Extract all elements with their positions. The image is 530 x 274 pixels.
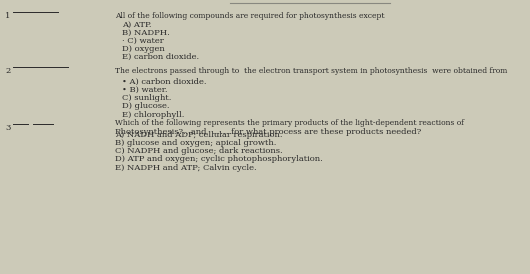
Text: The electrons passed through to  the electron transport system in photosynthesis: The electrons passed through to the elec…: [115, 67, 507, 75]
Text: E) NADPH and ATP; Calvin cycle.: E) NADPH and ATP; Calvin cycle.: [115, 164, 257, 172]
Text: 3: 3: [5, 124, 11, 132]
Text: Which of the following represents the primary products of the light-dependent re: Which of the following represents the pr…: [115, 119, 464, 127]
Text: D) oxygen: D) oxygen: [122, 45, 165, 53]
Text: D) ATP and oxygen; cyclic photophosphorylation.: D) ATP and oxygen; cyclic photophosphory…: [115, 155, 323, 163]
Text: A) NADH and ADP; cellular respiration.: A) NADH and ADP; cellular respiration.: [115, 131, 282, 139]
Text: · C) water: · C) water: [122, 37, 164, 45]
Text: E) carbon dioxide.: E) carbon dioxide.: [122, 53, 199, 61]
Text: C) NADPH and glucose; dark reactions.: C) NADPH and glucose; dark reactions.: [115, 147, 282, 155]
Text: • A) carbon dioxide.: • A) carbon dioxide.: [122, 78, 207, 86]
Text: All of the following compounds are required for photosynthesis except: All of the following compounds are requi…: [115, 12, 384, 20]
Text: 1: 1: [5, 12, 11, 20]
Text: D) glucose.: D) glucose.: [122, 102, 170, 110]
Text: B) NADPH.: B) NADPH.: [122, 29, 170, 37]
Text: A) ATP.: A) ATP.: [122, 21, 152, 29]
Text: C) sunlight.: C) sunlight.: [122, 94, 171, 102]
Text: E) chlorophyll.: E) chlorophyll.: [122, 111, 184, 119]
Text: 2: 2: [5, 67, 10, 75]
Text: B) glucose and oxygen; apical growth.: B) glucose and oxygen; apical growth.: [115, 139, 276, 147]
Text: Photosynthesis?...and  …… for what process are these products needed?: Photosynthesis?...and …… for what proces…: [115, 128, 421, 136]
Text: • B) water.: • B) water.: [122, 86, 167, 94]
